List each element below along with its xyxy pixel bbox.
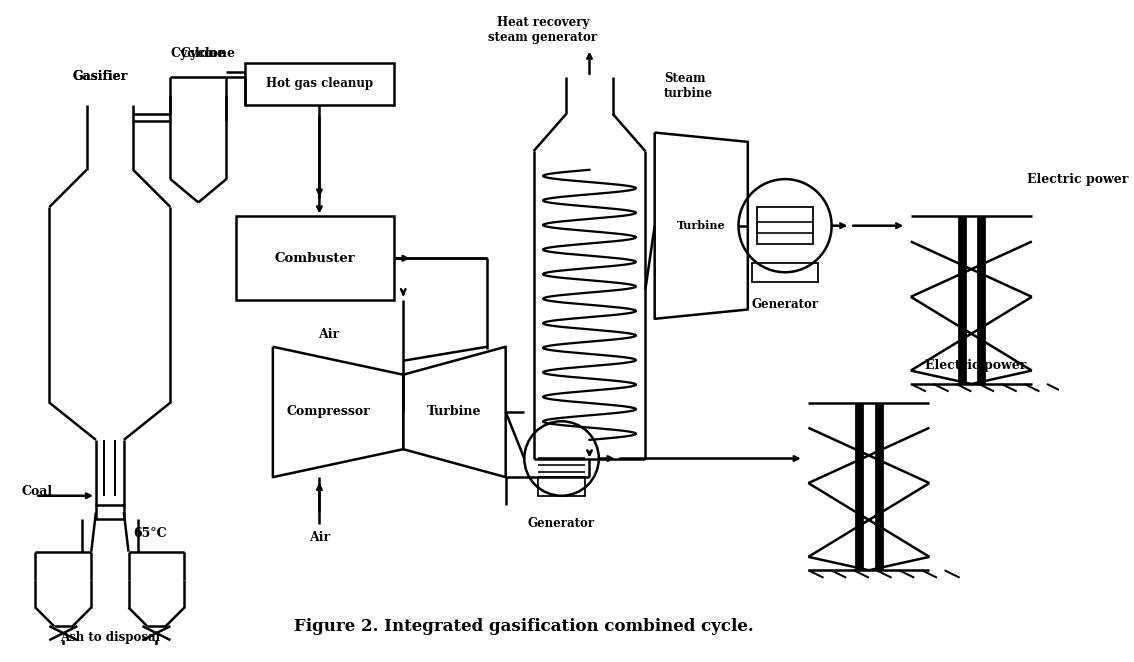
Text: Cyclone: Cyclone (180, 47, 235, 60)
Bar (96, 505, 124, 519)
Text: Combuster: Combuster (274, 252, 355, 265)
Polygon shape (404, 347, 506, 477)
Bar (245, 63, 393, 105)
Text: Electric power: Electric power (924, 359, 1026, 372)
Text: Steam
turbine: Steam turbine (665, 72, 713, 100)
Text: Gasifier: Gasifier (73, 70, 128, 83)
Text: Turbine: Turbine (677, 220, 726, 231)
Text: Air: Air (308, 531, 330, 544)
Bar (539, 477, 585, 496)
Text: 65°C: 65°C (133, 526, 167, 540)
Text: Gasifier: Gasifier (73, 70, 128, 83)
Bar (758, 207, 813, 244)
Text: Heat recovery
steam generator: Heat recovery steam generator (489, 16, 598, 44)
Text: Hot gas cleanup: Hot gas cleanup (265, 77, 373, 90)
Polygon shape (273, 347, 404, 477)
Text: Cyclone: Cyclone (171, 47, 226, 60)
Bar (753, 263, 818, 281)
Text: Generator: Generator (528, 517, 595, 530)
Bar (236, 216, 393, 300)
Text: Figure 2. Integrated gasification combined cycle.: Figure 2. Integrated gasification combin… (295, 618, 754, 635)
Text: Generator: Generator (752, 299, 819, 311)
Text: Turbine: Turbine (428, 405, 482, 418)
Text: Compressor: Compressor (287, 405, 371, 418)
Text: Air: Air (319, 328, 339, 341)
Polygon shape (654, 132, 747, 319)
Text: Coal: Coal (22, 485, 52, 498)
Text: Ash to disposal: Ash to disposal (60, 631, 160, 643)
Text: Electric power: Electric power (1027, 173, 1128, 185)
